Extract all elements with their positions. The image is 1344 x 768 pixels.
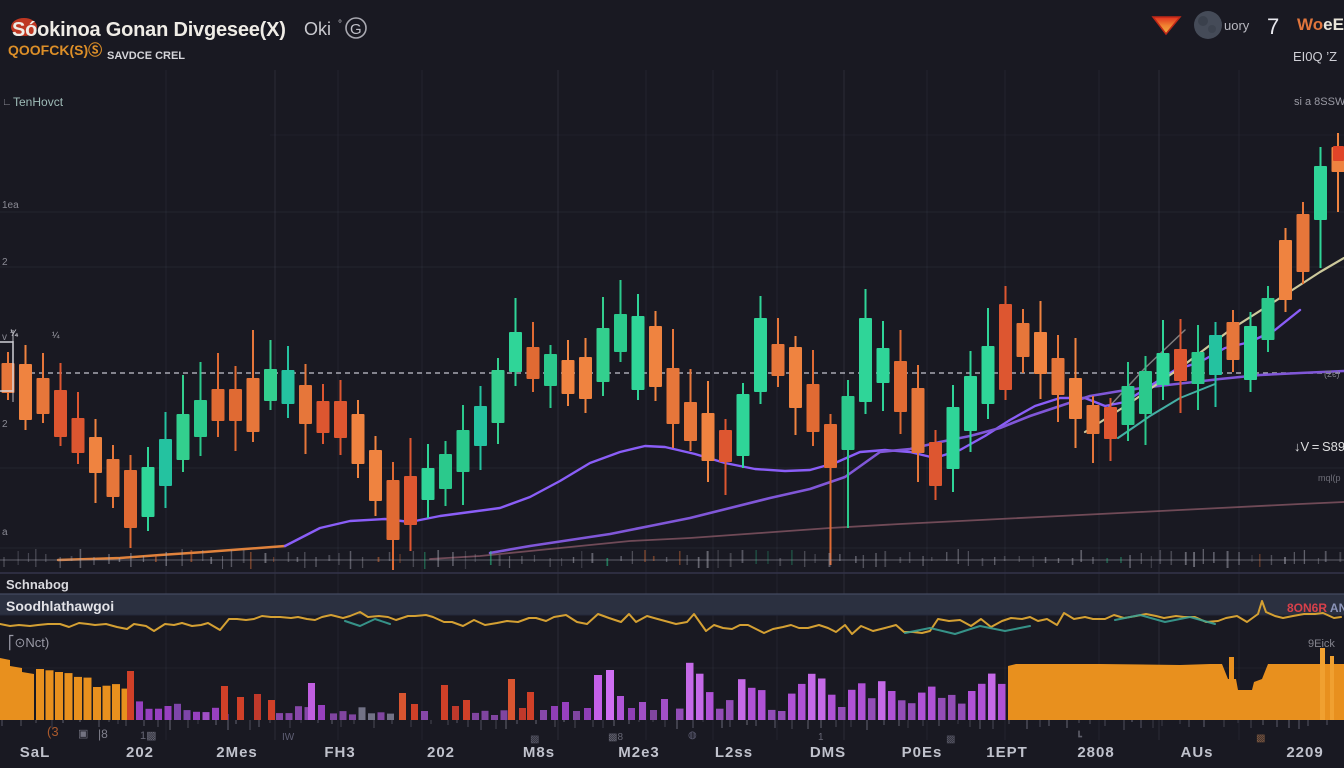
svg-text:▩: ▩ (1256, 733, 1265, 744)
svg-text:(3: (3 (47, 724, 59, 739)
svg-text:SAVDCE CREL: SAVDCE CREL (107, 50, 185, 62)
svg-text:FH3: FH3 (324, 744, 355, 761)
svg-text:AUs: AUs (1180, 744, 1213, 761)
svg-text:v: v (2, 332, 7, 343)
svg-text:9Eick: 9Eick (1308, 638, 1335, 650)
svg-text:mql(p: mql(p (1318, 473, 1341, 483)
svg-text:|8: |8 (98, 727, 108, 741)
svg-text:WoeEe: WoeEe (1297, 15, 1344, 34)
svg-text:2209: 2209 (1286, 744, 1323, 761)
svg-text:DMS: DMS (810, 744, 846, 761)
svg-text:si a 8SSW: si a 8SSW (1294, 96, 1344, 108)
svg-text:EI0Q ’Z: EI0Q ’Z (1293, 49, 1337, 64)
svg-text:▩8: ▩8 (608, 732, 623, 743)
svg-text:2: 2 (2, 419, 8, 430)
svg-text:2Mes: 2Mes (216, 744, 258, 761)
svg-text:1ea: 1ea (2, 200, 19, 211)
svg-text:1EPT: 1EPT (986, 744, 1028, 761)
svg-text:L2ss: L2ss (715, 744, 753, 761)
svg-text:▣: ▣ (78, 728, 88, 740)
svg-text:TenHovct: TenHovct (13, 95, 64, 109)
svg-text:(2є): (2є) (1324, 369, 1340, 379)
svg-text:M8s: M8s (523, 744, 555, 761)
svg-text:¼: ¼ (10, 328, 19, 338)
svg-text:202: 202 (427, 744, 455, 761)
svg-text:▩: ▩ (530, 734, 539, 745)
svg-text:SaL: SaL (20, 744, 51, 761)
svg-text:uory: uory (1224, 18, 1250, 33)
svg-text:202: 202 (126, 744, 154, 761)
svg-text:∟: ∟ (2, 97, 12, 108)
svg-text:a: a (2, 527, 8, 538)
svg-text:G: G (350, 21, 362, 38)
svg-text:2: 2 (2, 257, 8, 268)
svg-text:7: 7 (1267, 14, 1279, 39)
svg-text:↓V = S89є: ↓V = S89є (1294, 439, 1344, 454)
svg-text:▩: ▩ (946, 734, 955, 745)
svg-text:┗: ┗ (1076, 730, 1083, 743)
svg-text:1: 1 (818, 732, 824, 743)
svg-text:°: ° (338, 19, 342, 30)
svg-text:2808: 2808 (1077, 744, 1114, 761)
svg-text:⎡⊙Nct): ⎡⊙Nct) (8, 634, 49, 651)
svg-text:1▩: 1▩ (140, 730, 157, 742)
svg-text:Oki: Oki (304, 19, 331, 39)
svg-text:Schnabog: Schnabog (6, 577, 69, 592)
svg-text:¼: ¼ (52, 330, 60, 340)
svg-text:IW: IW (282, 732, 295, 743)
svg-text:8ON6R AN: 8ON6R AN (1287, 601, 1344, 615)
svg-text:QOOFCK(S)Ⓢ: QOOFCK(S)Ⓢ (8, 42, 102, 58)
svg-text:Soodhlathawgoi: Soodhlathawgoi (6, 598, 114, 614)
svg-text:◍: ◍ (688, 730, 697, 741)
svg-text:P0Es: P0Es (902, 744, 943, 761)
svg-text:M2e3: M2e3 (618, 744, 660, 761)
svg-text:Sóokinoa Gonan Divgesee(X): Sóokinoa Gonan Divgesee(X) (12, 19, 286, 41)
